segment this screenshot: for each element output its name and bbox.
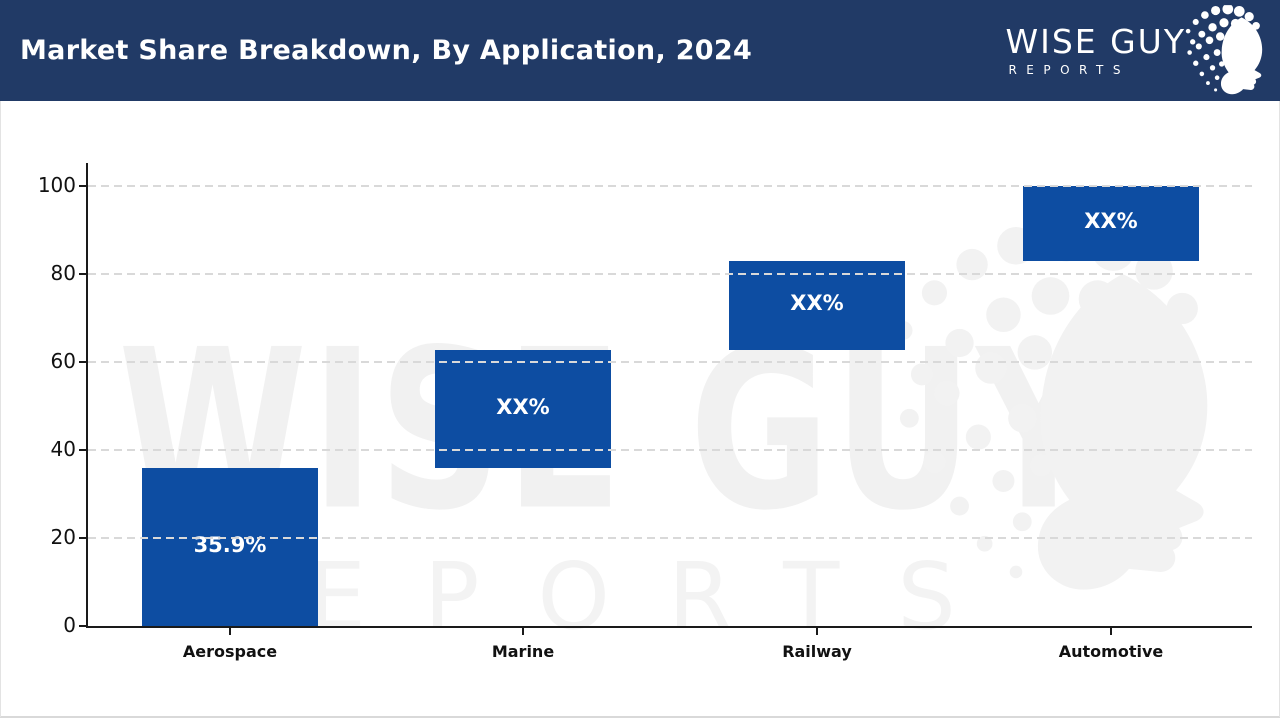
y-axis-line xyxy=(86,163,88,628)
logo-line2: REPORTS xyxy=(1008,62,1130,77)
gridline-60 xyxy=(88,361,1252,363)
y-tick-mark xyxy=(79,273,86,275)
logo-line1: WISE GUY xyxy=(1005,22,1186,62)
y-tick-label: 100 xyxy=(37,173,76,197)
gridline-20 xyxy=(88,537,1252,539)
bar-value-label: XX% xyxy=(790,291,844,316)
gridline-80 xyxy=(88,273,1252,275)
left-border xyxy=(0,101,1,717)
bar-value-label: XX% xyxy=(1084,209,1138,234)
x-axis-line xyxy=(86,626,1252,628)
x-tick-mark xyxy=(229,628,231,635)
logo-wordmark: WISE GUY REPORTS xyxy=(1005,25,1186,77)
gridline-40 xyxy=(88,449,1252,451)
x-tick-mark xyxy=(1110,628,1112,635)
bar-value-label: XX% xyxy=(496,395,550,420)
bottom-border xyxy=(0,716,1280,718)
y-tick-mark xyxy=(79,625,86,627)
y-tick-label: 80 xyxy=(50,261,76,285)
y-tick-label: 60 xyxy=(50,349,76,373)
bar-marine xyxy=(435,350,611,469)
gridline-100 xyxy=(88,185,1252,187)
y-tick-mark xyxy=(79,185,86,187)
y-tick-label: 40 xyxy=(50,437,76,461)
y-tick-mark xyxy=(79,537,86,539)
x-tick-label: Automotive xyxy=(1058,642,1164,661)
header: Market Share Breakdown, By Application, … xyxy=(0,0,1280,101)
y-tick-label: 0 xyxy=(63,613,76,637)
x-tick-label: Aerospace xyxy=(182,642,278,661)
y-tick-mark xyxy=(79,449,86,451)
bar-railway xyxy=(729,260,905,351)
logo-face-icon xyxy=(1182,5,1266,97)
x-tick-label: Railway xyxy=(782,642,852,661)
page-title: Market Share Breakdown, By Application, … xyxy=(20,35,753,66)
x-tick-label: Marine xyxy=(491,642,555,661)
bar-automotive xyxy=(1023,186,1199,261)
x-tick-mark xyxy=(522,628,524,635)
bar-aerospace xyxy=(142,468,318,626)
y-tick-mark xyxy=(79,361,86,363)
x-tick-mark xyxy=(816,628,818,635)
y-tick-label: 20 xyxy=(50,525,76,549)
wise-guy-logo: WISE GUY REPORTS xyxy=(1005,8,1266,94)
